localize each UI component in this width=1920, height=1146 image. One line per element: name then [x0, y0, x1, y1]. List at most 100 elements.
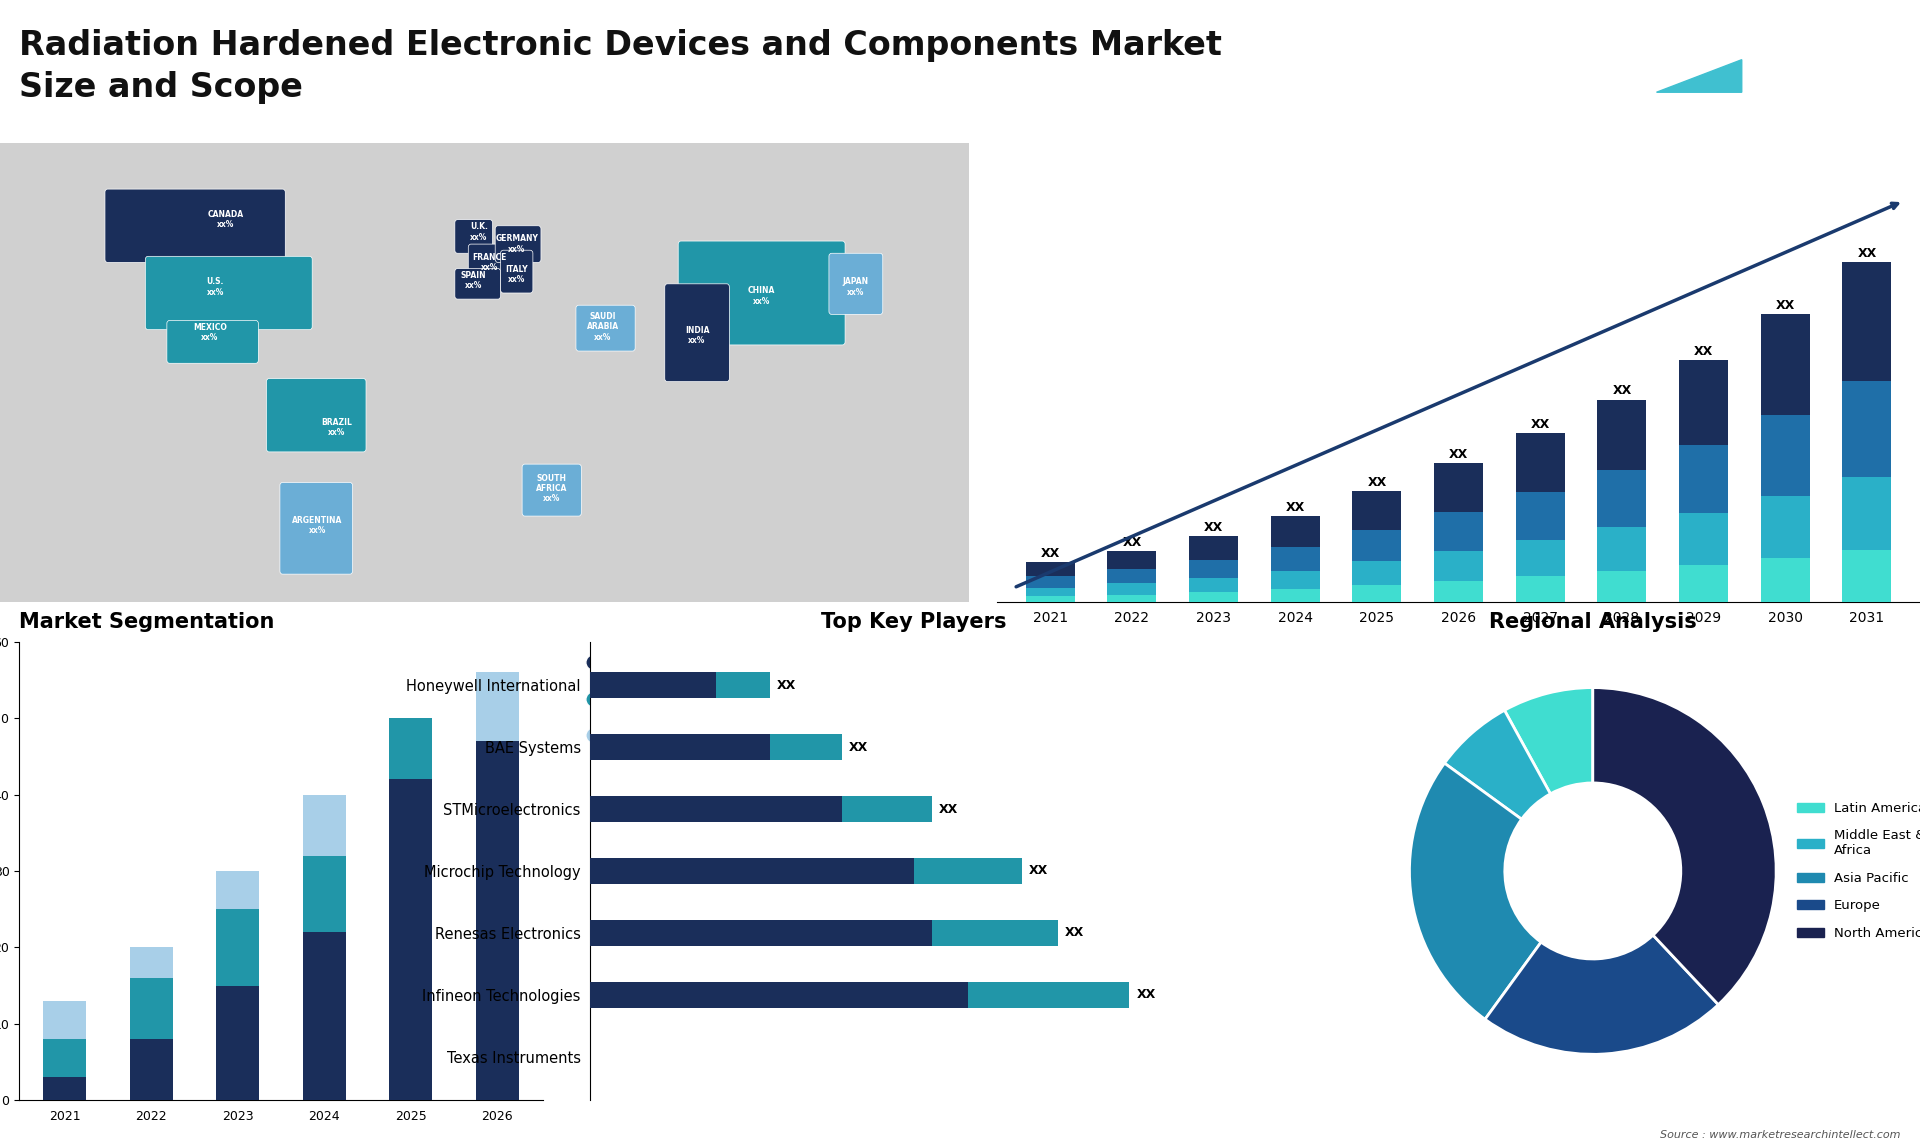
- Bar: [1352, 584, 1402, 602]
- Bar: [1434, 512, 1482, 551]
- Bar: [303, 794, 346, 856]
- FancyBboxPatch shape: [468, 244, 515, 277]
- Bar: [1680, 565, 1728, 602]
- Bar: [1108, 595, 1156, 602]
- Bar: [1680, 445, 1728, 513]
- FancyBboxPatch shape: [146, 257, 313, 330]
- Bar: [1025, 563, 1075, 576]
- FancyBboxPatch shape: [106, 189, 286, 262]
- Bar: [1761, 415, 1811, 496]
- Bar: [1515, 540, 1565, 576]
- FancyBboxPatch shape: [501, 250, 534, 293]
- Bar: [390, 719, 432, 779]
- Bar: [1352, 531, 1402, 560]
- Bar: [217, 986, 259, 1100]
- Text: XX: XX: [1286, 501, 1306, 513]
- Legend: Type, Application, Geography: Type, Application, Geography: [572, 650, 708, 749]
- FancyBboxPatch shape: [664, 284, 730, 382]
- Bar: [1108, 570, 1156, 583]
- Text: CHINA
xx%: CHINA xx%: [749, 286, 776, 306]
- Bar: [1761, 496, 1811, 558]
- Text: SPAIN
xx%: SPAIN xx%: [461, 272, 486, 290]
- Text: BRAZIL
xx%: BRAZIL xx%: [321, 418, 351, 437]
- Text: FRANCE
xx%: FRANCE xx%: [472, 253, 507, 272]
- Bar: [1597, 470, 1647, 527]
- Polygon shape: [1645, 29, 1736, 92]
- Text: XX: XX: [1041, 548, 1060, 560]
- Bar: [591, 920, 931, 945]
- Bar: [1188, 578, 1238, 591]
- Text: XX: XX: [778, 678, 797, 692]
- Bar: [1108, 583, 1156, 595]
- Text: ITALY
xx%: ITALY xx%: [505, 265, 528, 284]
- Wedge shape: [1505, 688, 1594, 794]
- Bar: [42, 1039, 86, 1077]
- Text: Market Segmentation: Market Segmentation: [19, 612, 275, 631]
- Text: XX: XX: [1204, 520, 1223, 534]
- Bar: [217, 871, 259, 909]
- Bar: [1761, 314, 1811, 415]
- Bar: [476, 741, 518, 1100]
- Bar: [1271, 547, 1319, 571]
- Text: MEXICO
xx%: MEXICO xx%: [194, 323, 227, 343]
- FancyBboxPatch shape: [455, 268, 501, 299]
- Bar: [129, 1039, 173, 1100]
- Bar: [42, 1000, 86, 1039]
- Bar: [1761, 558, 1811, 602]
- FancyBboxPatch shape: [829, 253, 883, 314]
- Bar: [1434, 463, 1482, 512]
- Text: CANADA
xx%: CANADA xx%: [207, 210, 244, 229]
- Bar: [914, 858, 1021, 884]
- Text: U.S.
xx%: U.S. xx%: [207, 277, 225, 297]
- Text: XX: XX: [849, 740, 868, 754]
- Bar: [1843, 262, 1891, 382]
- Bar: [843, 796, 931, 822]
- Text: XX: XX: [1693, 345, 1713, 359]
- FancyBboxPatch shape: [267, 378, 367, 452]
- Text: ARGENTINA
xx%: ARGENTINA xx%: [292, 516, 344, 535]
- Bar: [716, 672, 770, 698]
- Text: XX: XX: [1776, 299, 1795, 312]
- Bar: [1515, 576, 1565, 602]
- Bar: [1597, 400, 1647, 470]
- FancyBboxPatch shape: [167, 321, 259, 363]
- Text: SOUTH
AFRICA
xx%: SOUTH AFRICA xx%: [536, 473, 568, 503]
- Bar: [1434, 581, 1482, 602]
- FancyBboxPatch shape: [522, 464, 582, 516]
- Text: XX: XX: [1137, 988, 1156, 1002]
- Bar: [1025, 596, 1075, 602]
- Wedge shape: [1409, 763, 1542, 1019]
- Bar: [1680, 513, 1728, 565]
- Bar: [1352, 490, 1402, 531]
- Wedge shape: [1444, 711, 1551, 819]
- Bar: [1271, 516, 1319, 547]
- FancyBboxPatch shape: [576, 305, 636, 351]
- Bar: [1843, 382, 1891, 477]
- Text: XX: XX: [1613, 385, 1632, 398]
- Bar: [1188, 559, 1238, 578]
- Wedge shape: [1484, 935, 1718, 1054]
- Bar: [42, 1077, 86, 1100]
- Text: Source : www.marketresearchintellect.com: Source : www.marketresearchintellect.com: [1661, 1130, 1901, 1140]
- Bar: [303, 856, 346, 932]
- Title: Regional Analysis: Regional Analysis: [1488, 612, 1697, 631]
- Text: XX: XX: [1857, 248, 1876, 260]
- Text: XX: XX: [1367, 476, 1386, 488]
- Bar: [1843, 477, 1891, 550]
- Bar: [1515, 433, 1565, 492]
- Bar: [968, 982, 1129, 1007]
- Text: GERMANY
xx%: GERMANY xx%: [495, 235, 538, 253]
- Bar: [476, 673, 518, 741]
- FancyBboxPatch shape: [678, 241, 845, 345]
- Bar: [1680, 360, 1728, 445]
- Text: RESEARCH: RESEARCH: [1770, 60, 1832, 69]
- FancyBboxPatch shape: [280, 482, 353, 574]
- Bar: [1025, 588, 1075, 596]
- Text: XX: XX: [939, 802, 958, 816]
- Text: XX: XX: [1066, 926, 1085, 940]
- Text: SAUDI
ARABIA
xx%: SAUDI ARABIA xx%: [588, 312, 618, 342]
- Bar: [1188, 591, 1238, 602]
- Text: Radiation Hardened Electronic Devices and Components Market
Size and Scope: Radiation Hardened Electronic Devices an…: [19, 29, 1221, 104]
- Bar: [1597, 571, 1647, 602]
- FancyBboxPatch shape: [495, 226, 541, 262]
